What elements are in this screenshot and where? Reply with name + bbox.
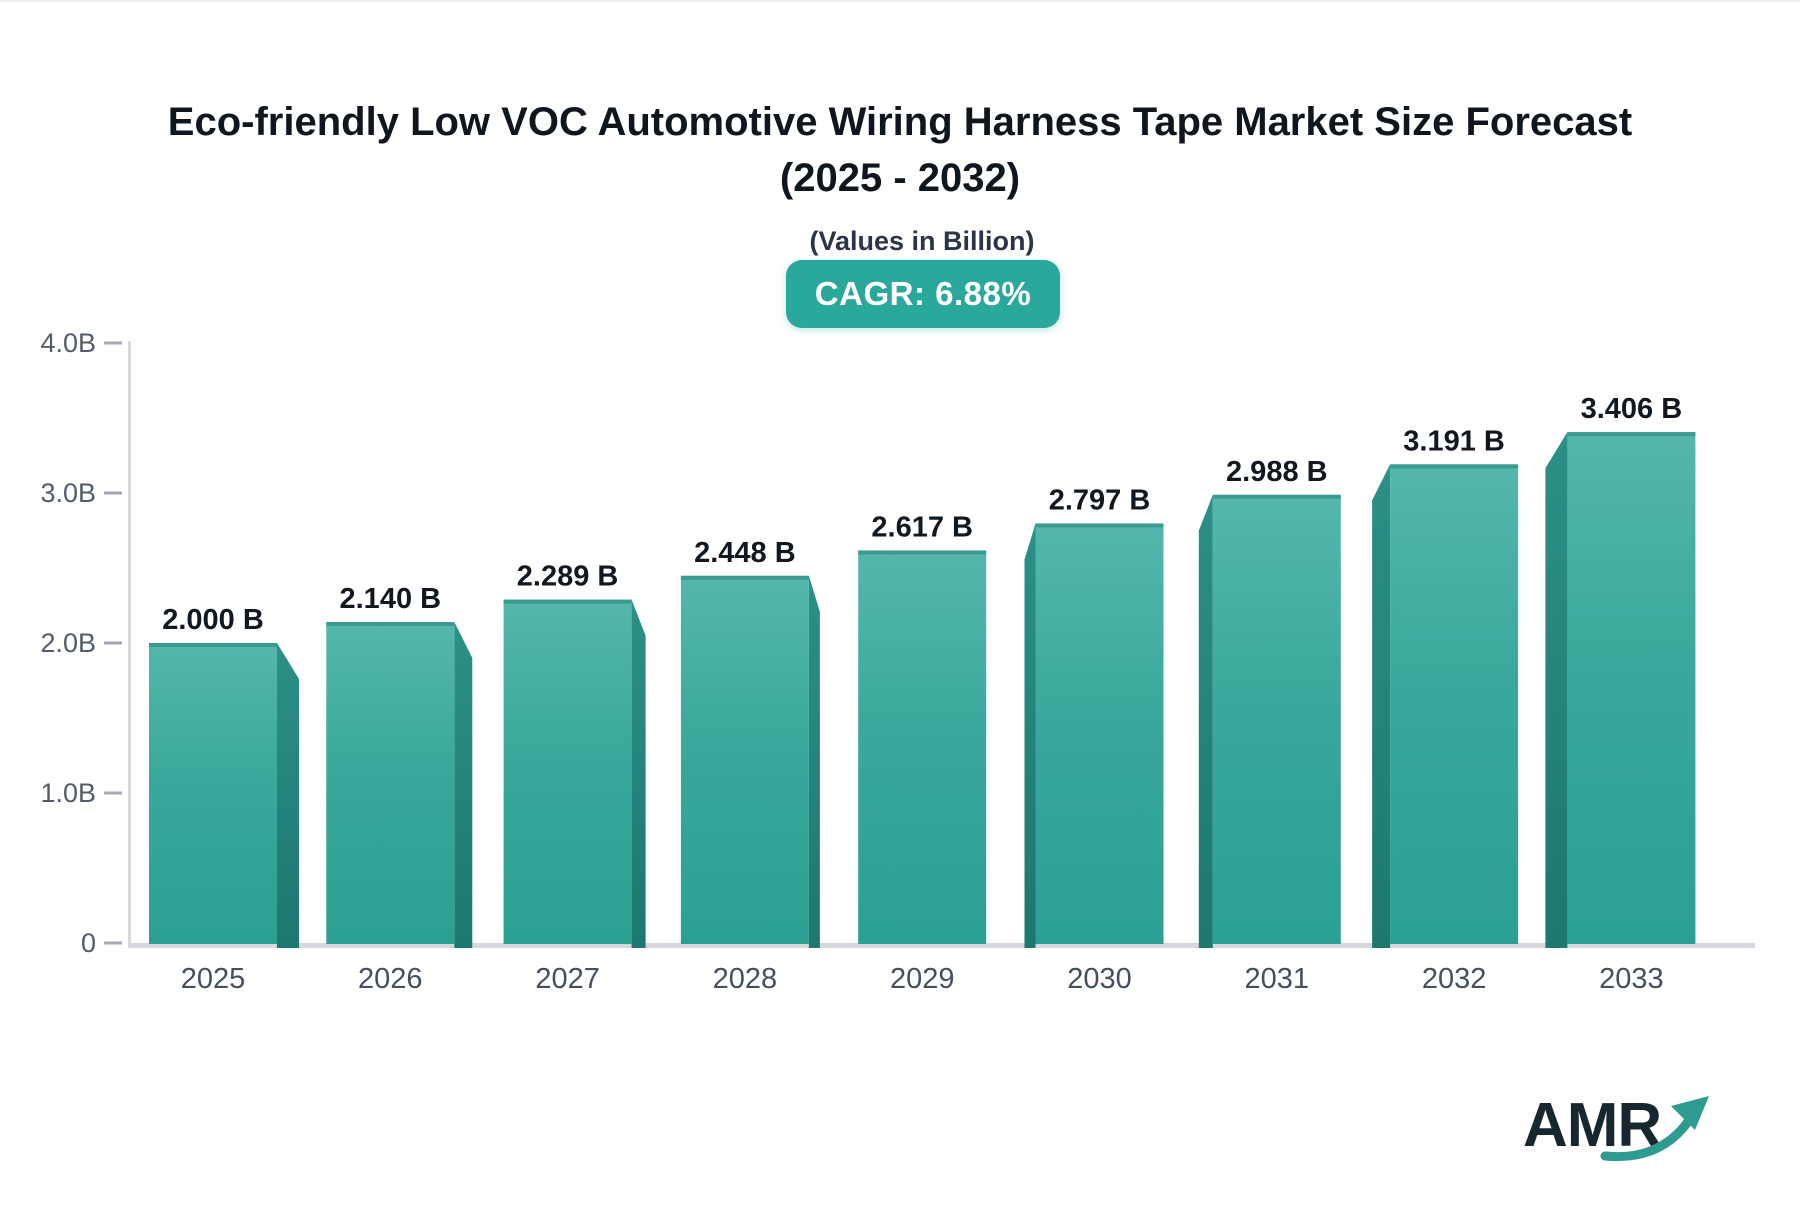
chart-subtitle: (Values in Billion) xyxy=(0,226,1800,257)
bar-2030: 2.797 B 2030 xyxy=(1024,484,1164,995)
bar-front xyxy=(1567,432,1696,944)
bar-value-label: 2.617 B xyxy=(871,511,973,543)
bar-value-label: 2.797 B xyxy=(1049,484,1151,516)
growth-arrow-icon xyxy=(1600,1096,1709,1162)
cagr-badge-label: CAGR: 6.88% xyxy=(814,275,1032,312)
bar-value-label: 3.191 B xyxy=(1403,425,1505,457)
page-title: Eco-friendly Low VOC Automotive Wiring H… xyxy=(0,94,1800,206)
x-axis-year-label: 2033 xyxy=(1599,963,1664,995)
y-axis-tick-label: 3.0B xyxy=(40,478,96,508)
bar-top-edge xyxy=(680,575,809,580)
bar-top-edge xyxy=(1035,523,1164,528)
bar-2031: 2.988 B 2031 xyxy=(1198,456,1341,995)
y-axis-tick-label: 0 xyxy=(81,928,96,958)
bar-front xyxy=(1390,464,1519,944)
cagr-badge: CAGR: 6.88% xyxy=(786,260,1060,328)
bar-2027: 2.289 B 2027 xyxy=(503,561,646,995)
bar-top-edge xyxy=(1212,494,1341,499)
bar-front xyxy=(858,550,987,944)
bar-value-label: 2.140 B xyxy=(340,583,442,615)
bar-value-label: 2.000 B xyxy=(162,604,264,636)
bar-front xyxy=(680,575,809,944)
bar-top-edge xyxy=(1567,432,1696,437)
x-axis-year-label: 2028 xyxy=(713,963,778,995)
bar-2025: 2.000 B 2025 xyxy=(149,604,299,995)
x-axis-year-label: 2025 xyxy=(181,963,246,995)
x-axis-year-label: 2029 xyxy=(890,963,955,995)
bar-top-edge xyxy=(503,599,632,604)
bar-top-edge xyxy=(326,622,455,626)
bar-side xyxy=(631,599,646,948)
bar-front xyxy=(149,643,277,944)
bar-front xyxy=(503,599,632,944)
y-axis-tick xyxy=(104,491,122,495)
x-axis-year-label: 2026 xyxy=(358,963,423,995)
y-axis-tick-label: 2.0B xyxy=(40,628,96,658)
bar-side xyxy=(808,575,820,948)
bar-side xyxy=(1372,464,1391,948)
y-axis-tick xyxy=(104,791,122,795)
x-axis-year-label: 2032 xyxy=(1422,963,1487,995)
bar-2033: 3.406 B 2033 xyxy=(1545,393,1696,995)
logo-text: AMR xyxy=(1523,1091,1661,1160)
bar-2029: 2.617 B 2029 xyxy=(858,511,987,995)
y-axis-tick xyxy=(104,641,122,645)
x-axis-year-label: 2030 xyxy=(1067,963,1132,995)
y-axis-tick xyxy=(104,341,122,345)
bar-2032: 3.191 B 2032 xyxy=(1372,425,1519,995)
bar-front xyxy=(326,622,455,944)
bar-side xyxy=(277,643,299,948)
x-axis-line xyxy=(128,943,1755,948)
y-axis-line xyxy=(128,341,131,947)
y-axis-tick-label: 4.0B xyxy=(40,328,96,358)
bar-front xyxy=(1212,494,1341,944)
bar-side xyxy=(454,622,473,948)
y-axis-tick-label: 1.0B xyxy=(40,778,96,808)
bar-front xyxy=(1035,523,1164,944)
x-axis-year-label: 2027 xyxy=(535,963,600,995)
amr-logo: AMR xyxy=(1523,1091,1709,1162)
bar-value-label: 2.988 B xyxy=(1226,456,1328,488)
bar-top-edge xyxy=(1390,464,1519,469)
bar-side xyxy=(1545,432,1568,949)
bar-value-label: 3.406 B xyxy=(1581,393,1683,425)
bar-side xyxy=(1198,494,1213,948)
bar-top-edge xyxy=(149,643,277,647)
chart-subtitle-text: (Values in Billion) xyxy=(809,226,1035,256)
bar-2026: 2.140 B 2026 xyxy=(326,583,473,995)
y-axis-tick xyxy=(104,941,122,945)
bar-2028: 2.448 B 2028 xyxy=(680,537,820,995)
bar-value-label: 2.448 B xyxy=(694,537,796,569)
x-axis-year-label: 2031 xyxy=(1245,963,1310,995)
bar-top-edge xyxy=(858,550,987,555)
bar-side xyxy=(1024,523,1036,948)
bar-value-label: 2.289 B xyxy=(517,561,619,593)
chart-title: Eco-friendly Low VOC Automotive Wiring H… xyxy=(167,100,1633,200)
